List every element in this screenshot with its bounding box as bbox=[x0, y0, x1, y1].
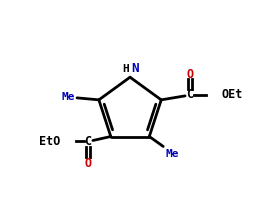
Text: O: O bbox=[84, 157, 92, 170]
Text: N: N bbox=[131, 62, 139, 75]
Text: O: O bbox=[186, 68, 194, 81]
Text: C: C bbox=[84, 135, 92, 148]
Text: Me: Me bbox=[62, 92, 75, 102]
Text: H: H bbox=[122, 64, 129, 74]
Text: Me: Me bbox=[165, 149, 179, 160]
Text: OEt: OEt bbox=[222, 88, 243, 101]
Text: C: C bbox=[186, 88, 194, 101]
Text: EtO: EtO bbox=[39, 135, 60, 148]
